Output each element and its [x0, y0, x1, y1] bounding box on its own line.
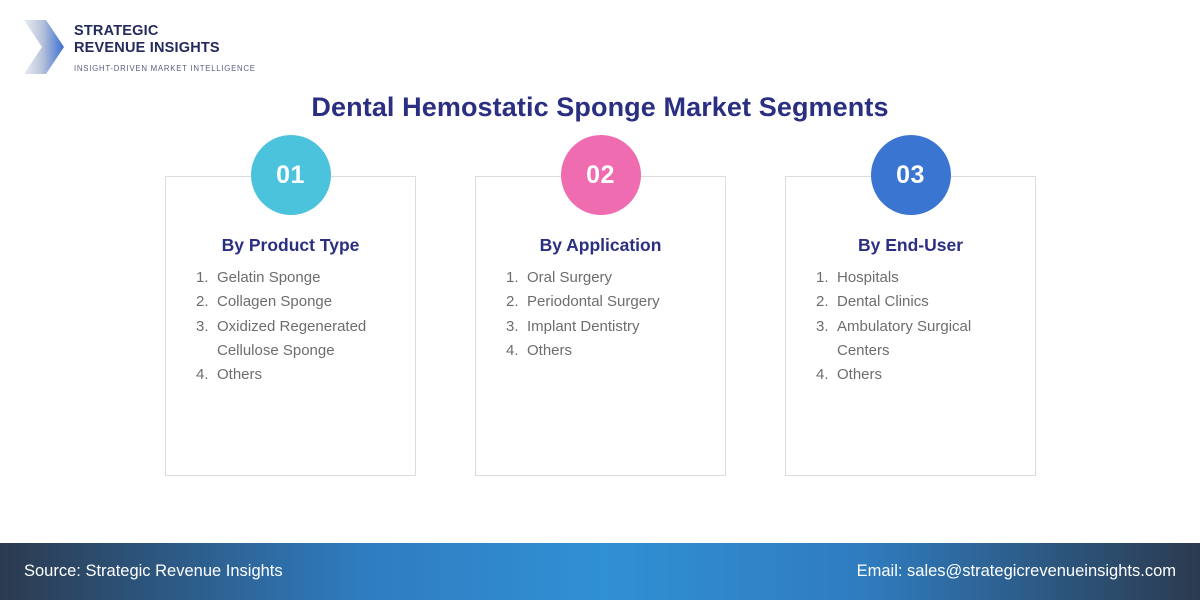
segment-badge-3: 03	[870, 135, 951, 215]
list-item: Others	[196, 363, 263, 388]
list-item: Dental Clinics	[816, 290, 929, 315]
segment-card-2: 02 By Application Oral Surgery Periodont…	[475, 135, 726, 476]
brand-wordmark: STRATEGIC REVENUE INSIGHTS INSIGHT-DRIVE…	[74, 18, 256, 73]
list-item: Collagen Sponge	[196, 290, 333, 315]
list-item: Gelatin Sponge	[196, 266, 321, 291]
brand-name-line1: STRATEGIC	[74, 23, 159, 39]
segment-list-3: Hospitals Dental Clinics Ambulatory Surg…	[786, 266, 1035, 388]
segment-list-2: Oral Surgery Periodontal Surgery Implant…	[476, 266, 725, 363]
segment-cards: 01 By Product Type Gelatin Sponge Collag…	[165, 135, 1036, 476]
list-item: Hospitals	[816, 266, 899, 291]
footer-email: Email: sales@strategicrevenueinsights.co…	[856, 562, 1176, 580]
page-title: Dental Hemostatic Sponge Market Segments	[311, 92, 889, 122]
brand-name-line2: REVENUE INSIGHTS	[74, 40, 220, 57]
list-item: Oral Surgery	[506, 266, 613, 291]
segment-card-1: 01 By Product Type Gelatin Sponge Collag…	[165, 135, 416, 476]
list-item: Others	[816, 363, 883, 388]
brand-logo: STRATEGIC REVENUE INSIGHTS INSIGHT-DRIVE…	[22, 18, 256, 76]
list-item: Oxidized Regenerated Cellulose Sponge	[196, 315, 367, 359]
segment-heading-1: By Product Type	[221, 235, 360, 255]
list-item: Periodontal Surgery	[506, 290, 660, 315]
segment-list-1: Gelatin Sponge Collagen Sponge Oxidized …	[166, 266, 415, 388]
segment-badge-1: 01	[250, 135, 331, 215]
list-item: Implant Dentistry	[506, 315, 640, 340]
footer-source: Source: Strategic Revenue Insights	[24, 562, 283, 580]
segment-heading-3: By End-User	[857, 235, 964, 255]
brand-tagline: INSIGHT-DRIVEN MARKET INTELLIGENCE	[74, 64, 256, 74]
segment-badge-2: 02	[560, 135, 641, 215]
list-item: Ambulatory Surgical Centers	[816, 315, 972, 359]
segment-card-3: 03 By End-User Hospitals Dental Clinics …	[785, 135, 1036, 476]
footer-bar: Source: Strategic Revenue Insights Email…	[0, 543, 1200, 600]
chevron-arrow-logo-icon	[22, 18, 66, 76]
segment-heading-2: By Application	[539, 235, 662, 255]
list-item: Others	[506, 339, 573, 364]
